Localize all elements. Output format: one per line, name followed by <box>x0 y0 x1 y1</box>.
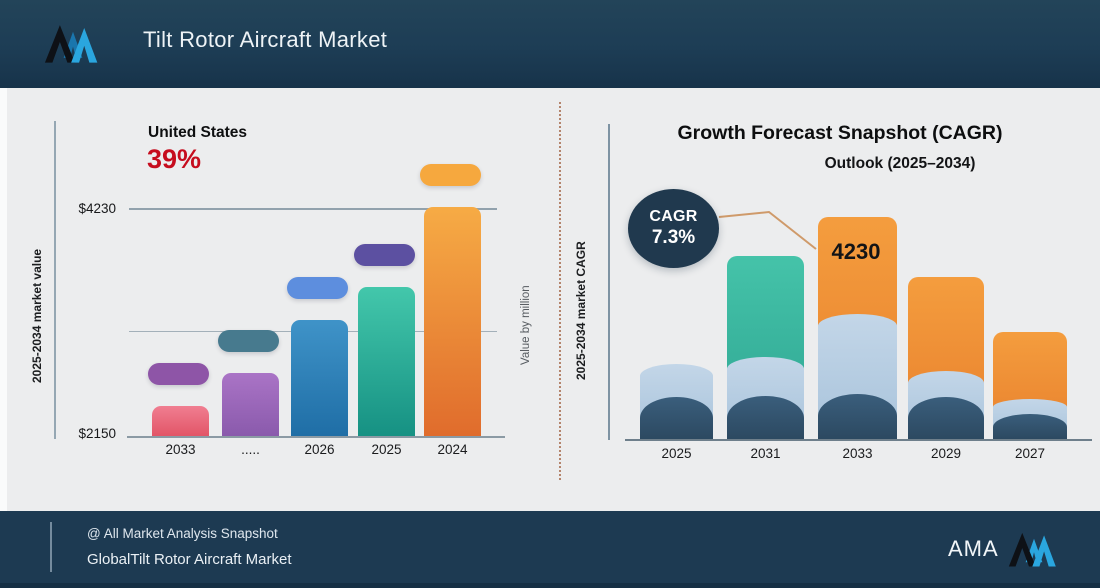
footer-attribution: @ All Market Analysis Snapshot <box>87 526 278 541</box>
footer: @ All Market Analysis Snapshot GlobalTil… <box>0 511 1100 588</box>
cagr-label: CAGR <box>649 208 698 225</box>
footer-source: GlobalTilt Rotor Aircraft Market <box>87 551 292 568</box>
x-tick-label: 2024 <box>437 442 468 457</box>
x-tick-label: 2033 <box>165 442 196 457</box>
bar-2026 <box>291 320 348 436</box>
right-chart-y-axis <box>608 124 610 440</box>
left-chart-y-axis-label: 2025-2034 market value <box>30 248 44 384</box>
y-tick-2150: $2150 <box>78 426 116 441</box>
bar-2025 <box>358 287 415 436</box>
x-tick-label: 2027 <box>1014 446 1046 461</box>
bar-2027-base-segment <box>993 414 1067 439</box>
left-edge-strip <box>0 88 7 511</box>
bar-2033-base-segment <box>818 394 897 439</box>
header: Tilt Rotor Aircraft Market <box>0 0 1100 88</box>
panel-divider <box>559 102 561 480</box>
bar-2031-base-segment <box>727 396 804 439</box>
bar-cap-2024 <box>420 164 481 186</box>
bar-cap-2033 <box>148 363 209 385</box>
right-chart-subtitle: Outlook (2025–2034) <box>824 155 976 172</box>
bar-2024 <box>424 207 481 436</box>
cagr-callout-badge: CAGR 7.3% <box>628 189 719 268</box>
left-chart-x-axis <box>127 436 505 438</box>
y-tick-4230: $4230 <box>78 201 116 216</box>
value-by-million-label: Value by million <box>520 285 532 365</box>
footer-brand-text: AMA <box>948 536 999 561</box>
x-tick-label: 2025 <box>371 442 402 457</box>
x-tick-label: 2029 <box>930 446 962 461</box>
right-chart-y-axis-label: 2025-2034 market CAGR <box>574 241 588 381</box>
x-tick-label: 2026 <box>304 442 335 457</box>
bar-cap-2026 <box>287 277 348 299</box>
bar-cap-..... <box>218 330 279 352</box>
ama-logo-icon <box>44 25 98 63</box>
left-chart-highlight-value: 39% <box>147 144 202 174</box>
bar-2033 <box>152 406 209 436</box>
footer-divider-line <box>50 522 52 572</box>
left-chart-y-axis <box>54 121 56 439</box>
x-tick-label: ..... <box>241 442 260 457</box>
bar-..... <box>222 373 279 436</box>
x-tick-label: 2033 <box>842 446 873 461</box>
bar-cap-2025 <box>354 244 415 266</box>
page-title: Tilt Rotor Aircraft Market <box>143 27 388 52</box>
x-tick-label: 2031 <box>750 446 781 461</box>
content-area: 2025-2034 market value United States 39%… <box>0 88 1100 511</box>
cagr-value: 7.3% <box>651 227 696 248</box>
bar-annotation-4230: 4230 <box>831 239 881 264</box>
gridline-4230 <box>129 208 497 210</box>
right-chart-x-axis <box>625 439 1092 441</box>
right-chart-title: Growth Forecast Snapshot (CAGR) <box>677 122 1003 144</box>
bar-2025-base-segment <box>640 397 713 439</box>
x-tick-label: 2025 <box>661 446 692 461</box>
ama-logo-icon <box>1008 532 1056 567</box>
bar-2029-base-segment <box>908 397 984 439</box>
left-chart-title: United States <box>148 124 248 141</box>
